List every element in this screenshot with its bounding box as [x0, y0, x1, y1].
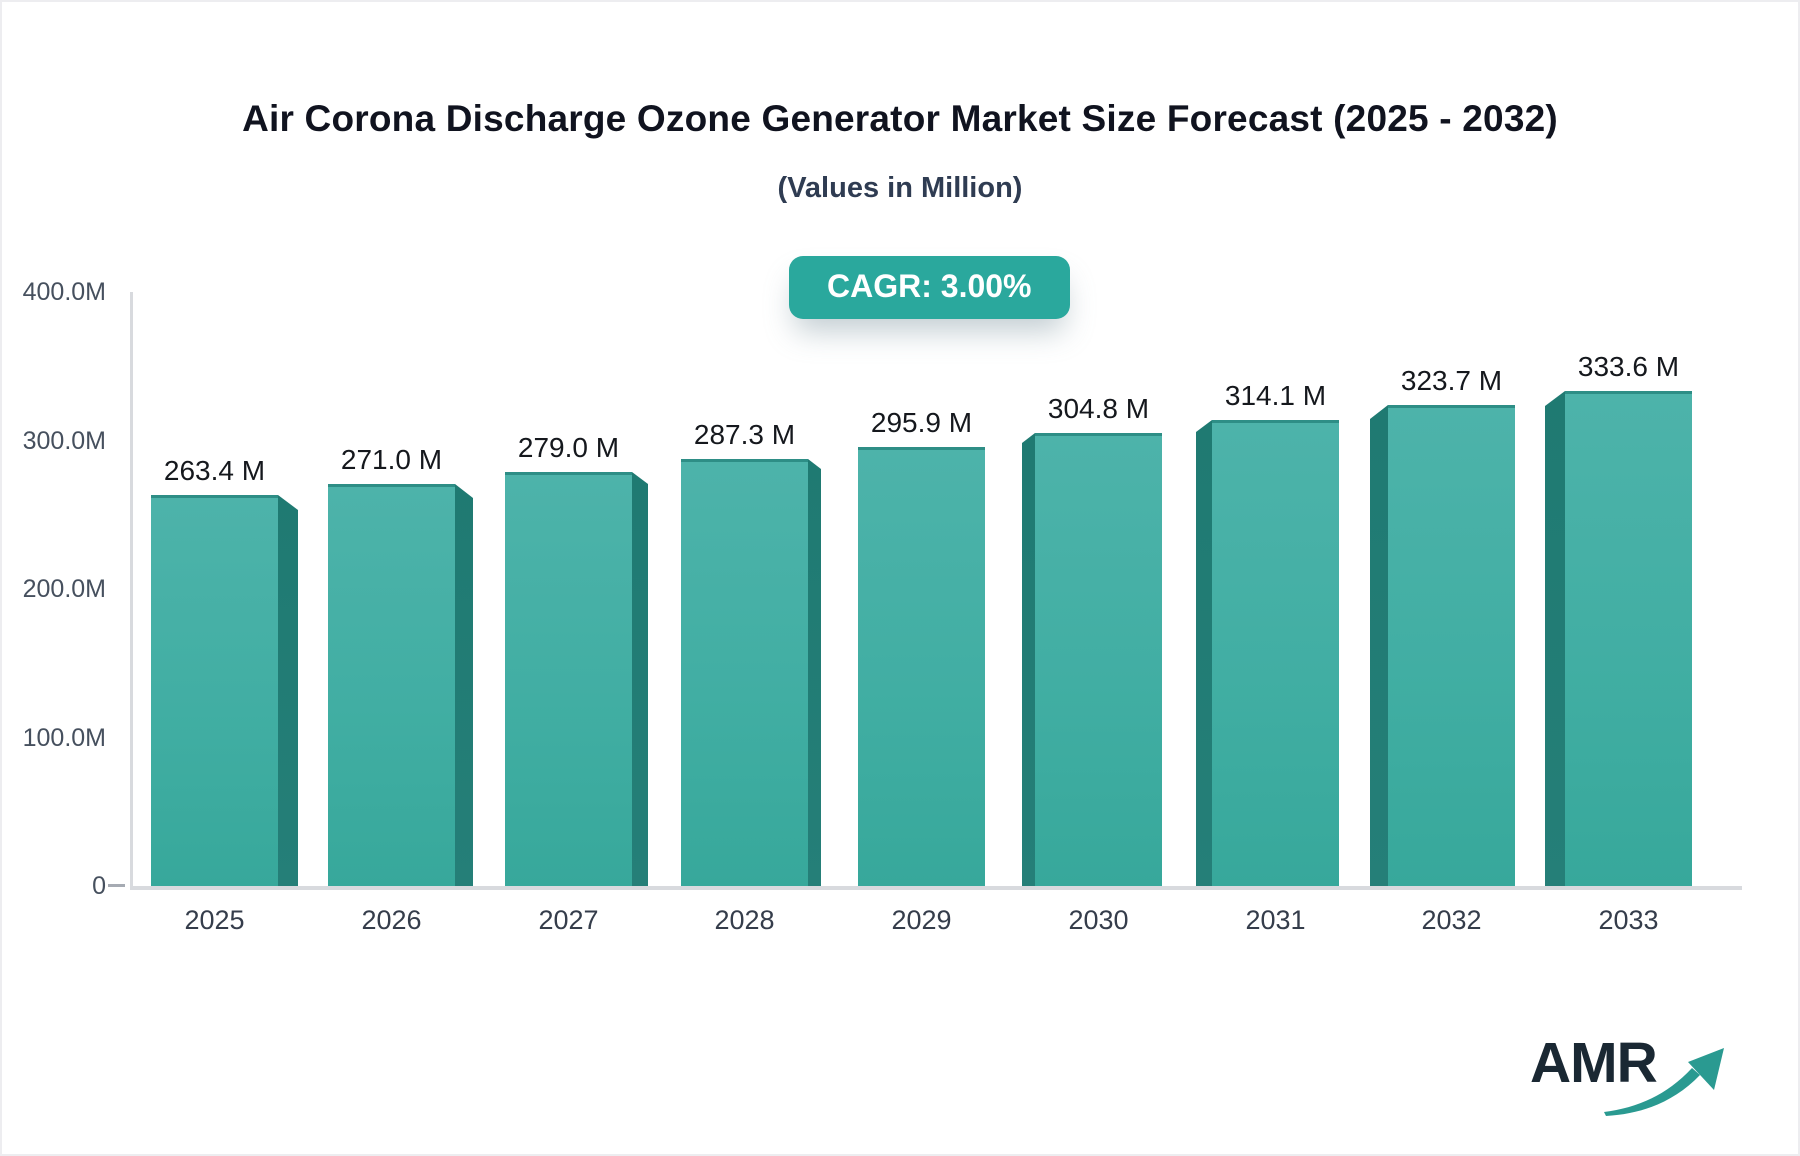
trend-up-arrow-icon: [1604, 1048, 1724, 1116]
x-tick-label: 2031: [1245, 905, 1306, 935]
bar-value-label: 295.9 M: [870, 407, 973, 438]
bar-front: [1035, 433, 1162, 886]
amr-logo-text: AMR: [1530, 1031, 1658, 1095]
y-tick-label: 100.0M: [22, 723, 106, 752]
x-tick-label: 2025: [184, 905, 245, 935]
x-tick-label: 2032: [1421, 905, 1482, 935]
bar-value-label: 323.7 M: [1400, 365, 1503, 396]
bar-front: [858, 447, 985, 886]
y-tick-label: 200.0M: [22, 575, 106, 603]
bar-front: [505, 472, 632, 886]
bar-side-face: [455, 484, 473, 886]
bar-value-label: 271.0 M: [340, 444, 443, 475]
bar-value-label: 333.6 M: [1577, 351, 1680, 382]
bar-side-face: [808, 459, 821, 886]
cagr-badge: CAGR: 3.00%: [789, 256, 1070, 319]
chart-title: Air Corona Discharge Ozone Generator Mar…: [242, 98, 1558, 139]
bar-front: [1388, 405, 1515, 886]
bar-value-label: 314.1 M: [1224, 380, 1327, 411]
bar-value-label: 279.0 M: [517, 432, 620, 463]
brand-logo: AMR: [1530, 1030, 1730, 1120]
y-axis-line: [130, 292, 133, 890]
y-tick-label: 400.0M: [22, 278, 106, 306]
x-tick-label: 2029: [891, 905, 952, 935]
zero-tick-mark: [108, 884, 125, 887]
bar-side-face: [1545, 391, 1565, 886]
bar-side-face: [1370, 405, 1388, 886]
bar-front: [151, 495, 278, 886]
x-tick-label: 2026: [361, 905, 422, 935]
x-tick-label: 2030: [1068, 905, 1129, 935]
x-tick-label: 2027: [538, 905, 599, 935]
bar-front: [1565, 391, 1692, 886]
bar-side-face: [632, 472, 648, 886]
y-tick-label: 0: [92, 872, 106, 900]
y-tick-label: 300.0M: [22, 426, 106, 455]
bar-front: [328, 484, 455, 886]
bar-side-face: [1196, 420, 1212, 886]
bar-side-face: [278, 495, 298, 886]
x-axis-line: [130, 886, 1742, 890]
bar-front: [1212, 420, 1339, 886]
bar-front: [681, 459, 808, 886]
x-tick-label: 2028: [714, 905, 775, 935]
bar-value-label: 263.4 M: [163, 455, 266, 486]
bar-side-face: [1022, 433, 1035, 886]
bar-value-label: 287.3 M: [693, 419, 796, 450]
bar-value-label: 304.8 M: [1047, 393, 1150, 424]
chart-subtitle: (Values in Million): [777, 172, 1023, 204]
x-tick-label: 2033: [1598, 905, 1659, 935]
